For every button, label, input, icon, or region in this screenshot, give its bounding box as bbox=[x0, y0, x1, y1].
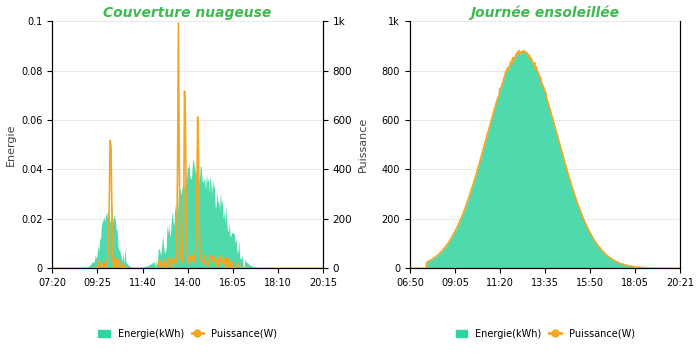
Y-axis label: Puissance: Puissance bbox=[358, 117, 368, 172]
Legend: Energie(kWh), Puissance(W): Energie(kWh), Puissance(W) bbox=[452, 325, 638, 343]
Title: Journée ensoleillée: Journée ensoleillée bbox=[470, 6, 620, 20]
Title: Couverture nuageuse: Couverture nuageuse bbox=[104, 6, 272, 20]
Y-axis label: Energie: Energie bbox=[6, 124, 15, 166]
Legend: Energie(kWh), Puissance(W): Energie(kWh), Puissance(W) bbox=[94, 325, 281, 343]
